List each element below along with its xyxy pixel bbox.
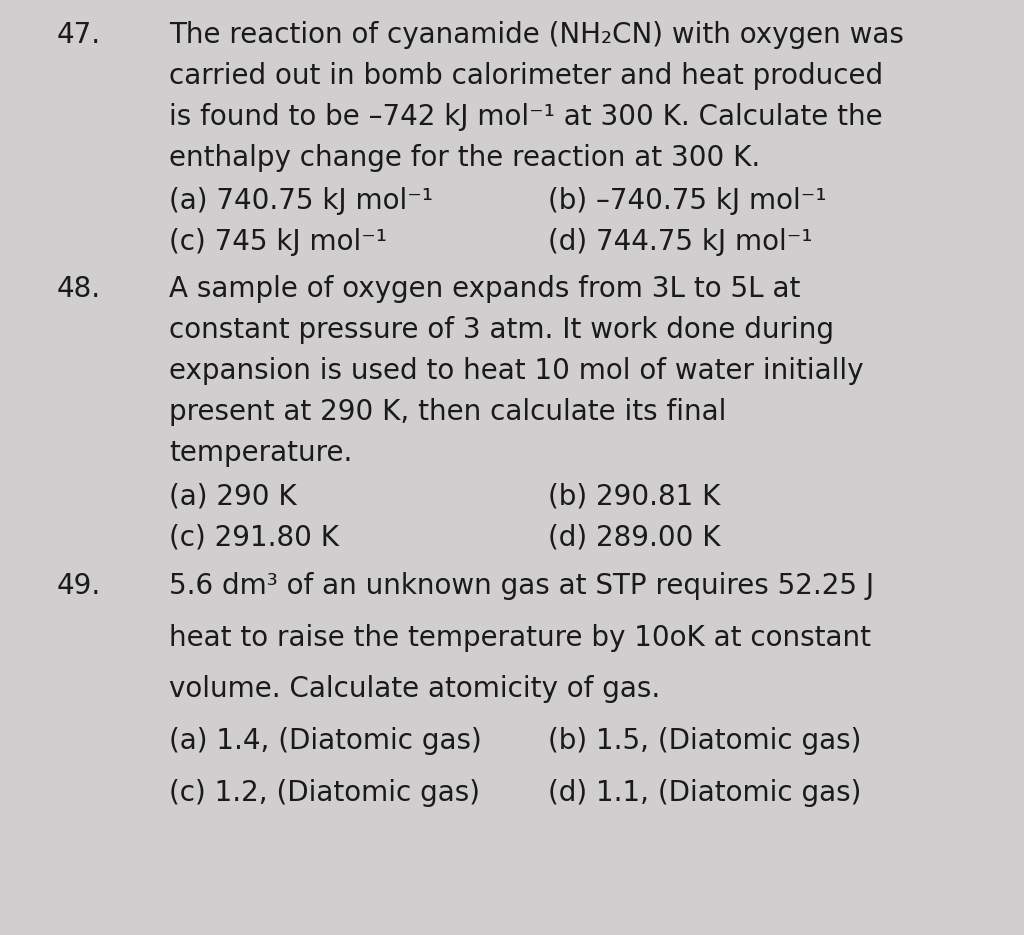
Text: present at 290 K, then calculate its final: present at 290 K, then calculate its fin… bbox=[169, 398, 726, 426]
Text: (d) 1.1, (Diatomic gas): (d) 1.1, (Diatomic gas) bbox=[548, 779, 861, 807]
Text: (c) 1.2, (Diatomic gas): (c) 1.2, (Diatomic gas) bbox=[169, 779, 480, 807]
Text: expansion is used to heat 10 mol of water initially: expansion is used to heat 10 mol of wate… bbox=[169, 357, 863, 385]
Text: is found to be –742 kJ mol⁻¹ at 300 K. Calculate the: is found to be –742 kJ mol⁻¹ at 300 K. C… bbox=[169, 103, 883, 131]
Text: constant pressure of 3 atm. It work done during: constant pressure of 3 atm. It work done… bbox=[169, 316, 834, 344]
Text: A sample of oxygen expands from 3L to 5L at: A sample of oxygen expands from 3L to 5L… bbox=[169, 275, 801, 303]
Text: (a) 740.75 kJ mol⁻¹: (a) 740.75 kJ mol⁻¹ bbox=[169, 187, 433, 215]
Text: volume. Calculate atomicity of gas.: volume. Calculate atomicity of gas. bbox=[169, 675, 660, 703]
Text: (b) 1.5, (Diatomic gas): (b) 1.5, (Diatomic gas) bbox=[548, 727, 861, 755]
Text: (a) 1.4, (Diatomic gas): (a) 1.4, (Diatomic gas) bbox=[169, 727, 481, 755]
Text: (b) –740.75 kJ mol⁻¹: (b) –740.75 kJ mol⁻¹ bbox=[548, 187, 826, 215]
Text: (d) 744.75 kJ mol⁻¹: (d) 744.75 kJ mol⁻¹ bbox=[548, 228, 812, 256]
Text: (b) 290.81 K: (b) 290.81 K bbox=[548, 482, 720, 511]
Text: 49.: 49. bbox=[56, 572, 100, 600]
Text: (c) 291.80 K: (c) 291.80 K bbox=[169, 524, 339, 552]
Text: (c) 745 kJ mol⁻¹: (c) 745 kJ mol⁻¹ bbox=[169, 228, 387, 256]
Text: (a) 290 K: (a) 290 K bbox=[169, 482, 297, 511]
Text: 5.6 dm³ of an unknown gas at STP requires 52.25 J: 5.6 dm³ of an unknown gas at STP require… bbox=[169, 572, 874, 600]
Text: The reaction of cyanamide (NH₂CN) with oxygen was: The reaction of cyanamide (NH₂CN) with o… bbox=[169, 21, 904, 49]
Text: 48.: 48. bbox=[56, 275, 100, 303]
Text: 47.: 47. bbox=[56, 21, 100, 49]
Text: heat to raise the temperature by 10oK at constant: heat to raise the temperature by 10oK at… bbox=[169, 624, 871, 652]
Text: temperature.: temperature. bbox=[169, 439, 352, 468]
Text: enthalpy change for the reaction at 300 K.: enthalpy change for the reaction at 300 … bbox=[169, 144, 760, 172]
Text: (d) 289.00 K: (d) 289.00 K bbox=[548, 524, 720, 552]
Text: carried out in bomb calorimeter and heat produced: carried out in bomb calorimeter and heat… bbox=[169, 62, 883, 90]
